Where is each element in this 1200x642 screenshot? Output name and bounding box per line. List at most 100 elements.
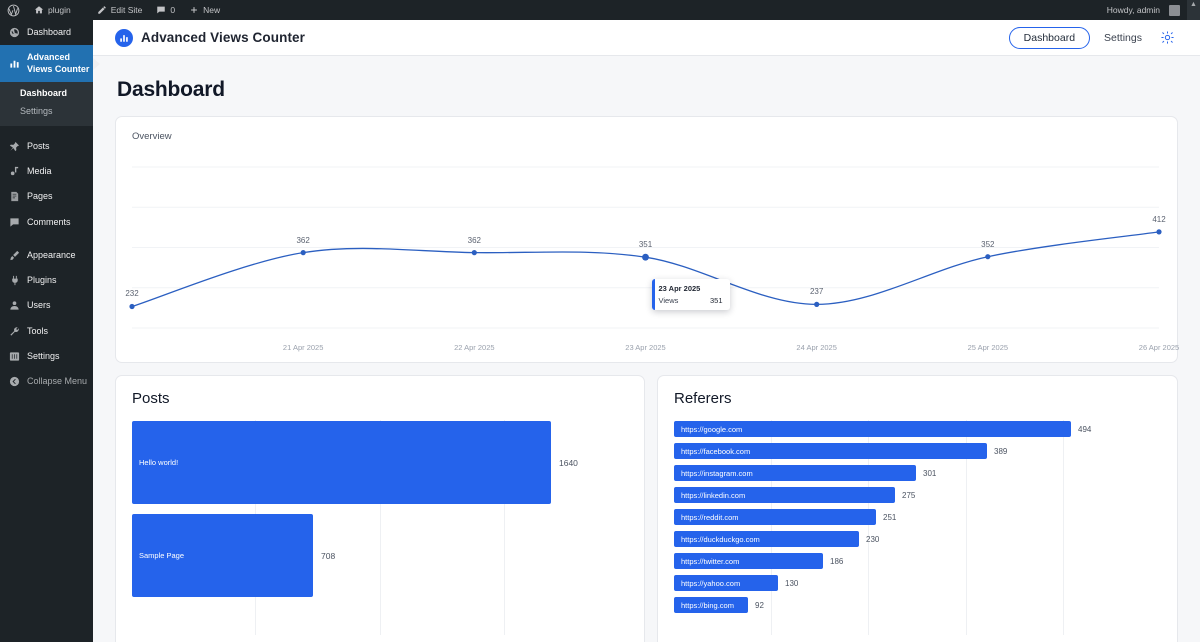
referers-bar[interactable]: https://yahoo.com — [674, 575, 778, 591]
site-name-menu[interactable]: plugin — [27, 0, 78, 20]
posts-bar-row[interactable]: Hello world! 1640 — [132, 421, 628, 504]
sidebar-item-settings[interactable]: Settings — [0, 344, 93, 369]
sidebar-item-appearance[interactable]: Appearance — [0, 243, 93, 268]
collapse-icon — [8, 376, 20, 387]
new-label: New — [203, 5, 221, 15]
sun-icon[interactable] — [1156, 27, 1178, 49]
edit-site-link[interactable]: Edit Site — [90, 0, 150, 20]
overview-line-chart[interactable]: 232 362 362 351 237 352 412 21 Apr 2025 22 Apr 2… — [116, 117, 1179, 362]
referers-bar-row[interactable]: https://instagram.com 301 — [674, 465, 1161, 481]
brush-icon — [8, 250, 20, 261]
site-name-label: plugin — [48, 5, 71, 15]
referers-bar-label: https://google.com — [681, 424, 743, 434]
sidebar-item-posts[interactable]: Posts — [0, 134, 93, 159]
avatar — [1169, 4, 1180, 16]
sidebar-item-media[interactable]: Media — [0, 159, 93, 184]
bottom-row: Posts Hello world! 1640 Sample Page 708 Ref… — [115, 375, 1178, 642]
overview-chart-card: Overview 232 362 362 351 237 352 412 21 Apr 202… — [115, 116, 1179, 363]
referers-bar[interactable]: https://duckduckgo.com — [674, 531, 859, 547]
wp-admin-bar: plugin Edit Site 0 New Howdy, admin ▲ — [0, 0, 1200, 20]
x-axis-tick: 24 Apr 2025 — [796, 343, 837, 352]
referers-bar-row[interactable]: https://twitter.com 186 — [674, 553, 1161, 569]
sidebar-subitem-dashboard[interactable]: Dashboard — [20, 87, 68, 98]
app-body: Dashboard Overview 232 362 362 351 237 352 412… — [93, 56, 1200, 642]
referers-bar[interactable]: https://linkedin.com — [674, 487, 895, 503]
sidebar-item-dashboard[interactable]: Dashboard — [0, 20, 93, 45]
referers-bar-value: 230 — [866, 534, 880, 544]
sidebar-subitem-settings[interactable]: Settings — [20, 105, 53, 116]
referers-bar[interactable]: https://twitter.com — [674, 553, 823, 569]
sidebar-item-tools[interactable]: Tools — [0, 319, 93, 344]
tab-settings[interactable]: Settings — [1104, 31, 1142, 44]
referers-bar-row[interactable]: https://facebook.com 389 — [674, 443, 1161, 459]
chart-point-label: 351 — [638, 240, 653, 250]
referers-bar-value: 389 — [994, 446, 1008, 456]
sidebar-item-collapse-menu[interactable]: Collapse Menu — [0, 369, 93, 394]
pin-icon — [8, 141, 20, 152]
scrollbar-up-arrow[interactable]: ▲ — [1187, 0, 1200, 20]
chart-point-label: 232 — [125, 289, 139, 299]
referers-bar[interactable]: https://google.com — [674, 421, 1071, 437]
app-title: Advanced Views Counter — [141, 30, 305, 45]
chart-point-label: 412 — [1152, 214, 1166, 224]
referers-bar-label: https://bing.com — [681, 600, 734, 610]
plug-icon — [8, 275, 20, 286]
referers-bar-row[interactable]: https://duckduckgo.com 230 — [674, 531, 1161, 547]
chart-point-label: 362 — [296, 235, 310, 245]
wp-admin-sidebar: Dashboard Advanced Views Counter Dashboa… — [0, 20, 100, 642]
referers-bar-label: https://yahoo.com — [681, 578, 741, 588]
referers-bar[interactable]: https://facebook.com — [674, 443, 987, 459]
sidebar-item-label: Appearance — [27, 249, 76, 260]
sidebar-item-label: Plugins — [27, 275, 57, 285]
sidebar-item-label: Users — [27, 300, 51, 311]
posts-bar-label: Sample Page — [139, 551, 185, 560]
referers-bar[interactable]: https://bing.com — [674, 597, 748, 613]
posts-bar[interactable]: Sample Page — [132, 514, 313, 597]
plugin-app: Advanced Views Counter Dashboard Setting… — [93, 20, 1200, 642]
sidebar-item-label: Dashboard — [27, 27, 72, 37]
sidebar-item-label: Collapse Menu — [27, 376, 88, 386]
referers-bar-value: 275 — [902, 490, 916, 500]
referers-bar-label: https://facebook.com — [681, 446, 751, 456]
page-title: Dashboard — [117, 78, 225, 101]
sidebar-item-advanced-views-counter[interactable]: Advanced Views Counter — [0, 45, 100, 82]
referers-bar[interactable]: https://instagram.com — [674, 465, 916, 481]
sidebar-item-plugins[interactable]: Plugins — [0, 268, 93, 293]
sidebar-item-pages[interactable]: Pages — [0, 184, 93, 209]
x-axis-tick: 21 Apr 2025 — [282, 343, 324, 352]
posts-bar-row[interactable]: Sample Page 708 — [132, 514, 628, 597]
sidebar-submenu: Dashboard Settings — [0, 81, 93, 126]
tooltip-metric-value: 351 — [709, 296, 723, 306]
referers-bar-label: https://instagram.com — [681, 468, 753, 478]
sidebar-item-label: Comments — [27, 216, 71, 227]
tab-dashboard[interactable]: Dashboard — [1008, 26, 1091, 49]
referers-bar-value: 494 — [1078, 424, 1092, 434]
admin-bar-right: Howdy, admin ▲ — [1100, 0, 1200, 20]
referers-bar-value: 130 — [785, 578, 799, 588]
referers-bar-row[interactable]: https://yahoo.com 130 — [674, 575, 1161, 591]
referers-bar[interactable]: https://reddit.com — [674, 509, 876, 525]
my-account-menu[interactable]: Howdy, admin — [1100, 0, 1187, 20]
chart-tooltip: 23 Apr 2025 Views 351 — [651, 279, 730, 311]
chart-bar-icon — [8, 58, 20, 69]
referers-bar-row[interactable]: https://reddit.com 251 — [674, 509, 1161, 525]
referers-bar-value: 92 — [755, 600, 764, 610]
new-content-menu[interactable]: New — [182, 0, 227, 20]
referers-bar-row[interactable]: https://linkedin.com 275 — [674, 487, 1161, 503]
posts-bar-value: 708 — [321, 550, 336, 561]
referers-bar-row[interactable]: https://bing.com 92 — [674, 597, 1161, 613]
wp-logo-menu[interactable] — [0, 0, 27, 20]
sidebar-item-users[interactable]: Users — [0, 293, 93, 318]
posts-bar[interactable]: Hello world! — [132, 421, 551, 504]
chart-point-label: 352 — [981, 239, 995, 249]
comments-bubble[interactable]: 0 — [149, 0, 182, 20]
x-axis-tick: 22 Apr 2025 — [454, 343, 495, 352]
x-axis-tick: 25 Apr 2025 — [967, 343, 1009, 352]
referers-bar-row[interactable]: https://google.com 494 — [674, 421, 1161, 437]
comment-icon — [8, 217, 20, 228]
sliders-icon — [8, 351, 20, 362]
referers-bar-label: https://twitter.com — [681, 556, 740, 566]
sidebar-item-comments[interactable]: Comments — [0, 210, 93, 235]
users-icon — [8, 300, 20, 311]
chart-point-label: 362 — [467, 235, 482, 245]
